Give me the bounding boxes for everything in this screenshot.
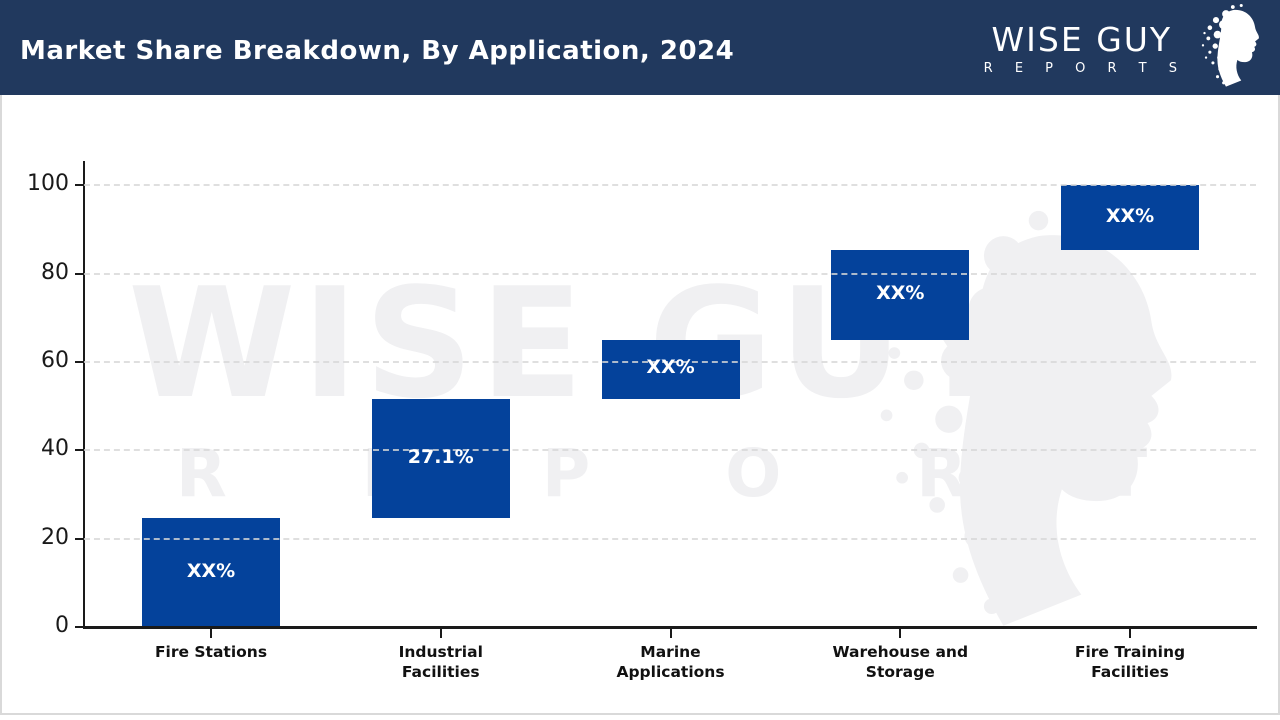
logo-wordmark: WISE GUY bbox=[991, 20, 1173, 59]
x-axis-tick bbox=[1129, 629, 1131, 638]
y-axis-tick bbox=[75, 626, 84, 628]
y-axis-tick bbox=[75, 361, 84, 363]
gridline bbox=[84, 537, 1256, 540]
gridline bbox=[84, 272, 1256, 275]
chart-canvas: WISE GUY R E P O R T S 0 20 40 60 80 100 XX% Fi… bbox=[0, 95, 1280, 720]
x-axis-category-label: Industrial Facilities bbox=[398, 643, 483, 681]
logo-text: WISE GUY R E P O R T S bbox=[978, 20, 1186, 76]
x-axis-tick bbox=[439, 629, 442, 638]
y-axis-tick bbox=[75, 537, 84, 540]
x-axis-line bbox=[83, 626, 1257, 629]
bar-value-label: XX% bbox=[1105, 204, 1155, 227]
bar-value-label: XX% bbox=[186, 559, 236, 582]
plot-area: 0 20 40 60 80 100 XX% Fire Stations 27.1% Industr… bbox=[0, 95, 1280, 720]
header-bar: Market Share Breakdown, By Application, … bbox=[0, 0, 1280, 95]
y-axis-label: 80 bbox=[41, 259, 69, 285]
logo-subtitle: R E P O R T S bbox=[983, 61, 1186, 76]
y-axis-tick bbox=[75, 184, 84, 187]
logo-head-icon bbox=[1201, 4, 1259, 87]
y-axis-label: 20 bbox=[41, 524, 69, 550]
gridline bbox=[84, 361, 1256, 363]
bar-value-label: XX% bbox=[876, 282, 925, 305]
wise-guy-logo: WISE GUY R E P O R T S bbox=[978, 4, 1270, 92]
bar bbox=[601, 339, 740, 399]
x-axis-tick bbox=[210, 629, 212, 638]
bar-value-label: XX% bbox=[646, 356, 695, 379]
x-axis-category-label: Warehouse and Storage bbox=[832, 643, 969, 681]
x-axis-tick bbox=[899, 629, 902, 638]
bar bbox=[1061, 185, 1199, 251]
bar bbox=[142, 518, 280, 627]
bar-value-label: 27.1% bbox=[407, 445, 474, 468]
x-axis-category-label: Fire Stations bbox=[154, 643, 268, 661]
x-axis-category-label: Marine Applications bbox=[616, 643, 725, 681]
y-axis-label: 0 bbox=[55, 613, 69, 638]
x-axis-category-label: Fire Training Facilities bbox=[1074, 643, 1186, 681]
y-axis-label: 100 bbox=[27, 171, 69, 197]
gridline bbox=[84, 184, 1256, 187]
y-axis-label: 40 bbox=[41, 436, 69, 462]
gridline bbox=[84, 449, 1256, 452]
x-axis-tick bbox=[669, 629, 672, 638]
bar bbox=[831, 250, 970, 340]
y-axis-label: 60 bbox=[41, 348, 69, 373]
page-title: Market Share Breakdown, By Application, … bbox=[20, 36, 735, 66]
y-axis-tick bbox=[75, 449, 84, 452]
y-axis-line bbox=[83, 161, 85, 627]
bar bbox=[371, 398, 510, 519]
y-axis-tick bbox=[75, 272, 84, 275]
